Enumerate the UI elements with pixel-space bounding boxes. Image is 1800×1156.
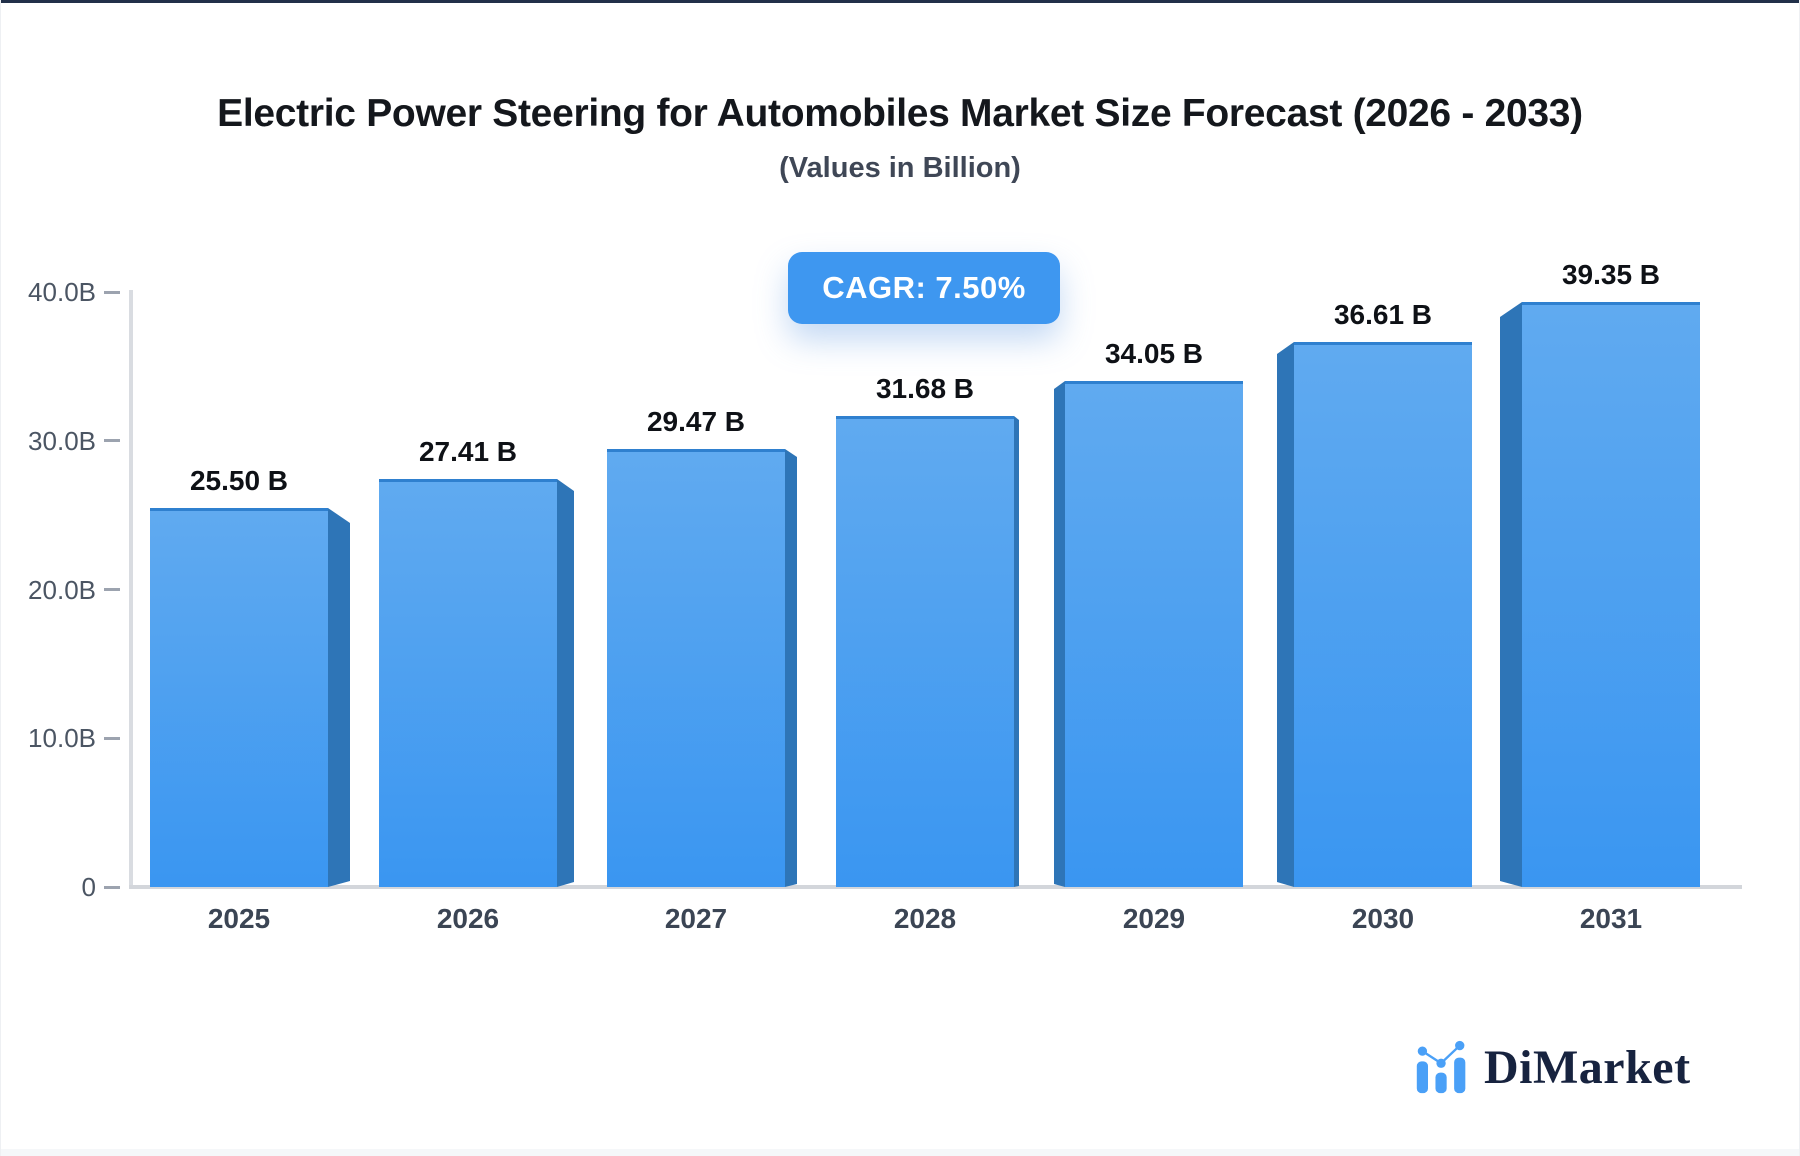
bar-side-2026 bbox=[557, 479, 574, 887]
bar-side-2029 bbox=[1054, 381, 1065, 887]
mini-bar-chart-icon bbox=[1416, 1040, 1466, 1094]
bar-2025 bbox=[150, 508, 328, 887]
x-axis-label-2029: 2029 bbox=[1122, 903, 1186, 934]
value-label-2027: 29.47 B bbox=[646, 406, 746, 437]
x-axis-label-2027: 2027 bbox=[664, 903, 728, 934]
value-label-2031: 39.35 B bbox=[1561, 259, 1661, 290]
y-axis-tick bbox=[104, 736, 120, 740]
bar-2030 bbox=[1294, 342, 1472, 887]
x-axis-label-2031: 2031 bbox=[1579, 903, 1643, 934]
brand-logo: DiMarket bbox=[1414, 1038, 1691, 1096]
value-label-2028: 31.68 B bbox=[875, 373, 975, 404]
brand-logo-text: DiMarket bbox=[1484, 1040, 1691, 1094]
y-axis-tick bbox=[104, 290, 120, 294]
y-axis-label: 0 bbox=[81, 872, 96, 902]
y-axis-tick bbox=[104, 439, 120, 443]
x-axis-baseline bbox=[129, 885, 1742, 889]
cagr-badge: CAGR: 7.50% bbox=[788, 252, 1060, 324]
chart-title: Electric Power Steering for Automobiles … bbox=[217, 92, 1583, 135]
cagr-badge-label: CAGR: 7.50% bbox=[822, 270, 1026, 305]
y-axis-label: 10.0B bbox=[28, 723, 96, 754]
bar-2028 bbox=[836, 416, 1014, 887]
bar-2027 bbox=[607, 449, 785, 887]
y-axis-line bbox=[129, 290, 133, 889]
x-axis-label-2030: 2030 bbox=[1351, 903, 1415, 934]
x-axis-label-2026: 2026 bbox=[436, 903, 500, 934]
bar-side-2027 bbox=[785, 449, 797, 887]
x-axis-label-2025: 2025 bbox=[207, 903, 271, 934]
bar-side-2030 bbox=[1277, 342, 1294, 887]
top-border bbox=[0, 0, 1800, 3]
x-axis-label-2028: 2028 bbox=[893, 903, 957, 934]
bar-2031 bbox=[1522, 302, 1700, 887]
bar-2029 bbox=[1065, 381, 1243, 887]
bar-2026 bbox=[379, 479, 557, 887]
y-axis-tick bbox=[104, 588, 120, 591]
left-border bbox=[0, 0, 1, 1156]
chart-subtitle: (Values in Billion) bbox=[779, 152, 1021, 184]
value-label-2030: 36.61 B bbox=[1333, 299, 1433, 330]
bar-side-2028 bbox=[1014, 416, 1019, 887]
value-label-2025: 25.50 B bbox=[189, 465, 289, 496]
y-axis-label: 30.0B bbox=[28, 425, 96, 456]
y-axis-label: 40.0B bbox=[28, 277, 96, 307]
bottom-border bbox=[0, 1149, 1800, 1156]
y-axis-tick bbox=[104, 885, 120, 889]
bar-side-2031 bbox=[1500, 302, 1522, 887]
value-label-2029: 34.05 B bbox=[1104, 338, 1204, 369]
value-label-2026: 27.41 B bbox=[418, 436, 518, 467]
bar-side-2025 bbox=[328, 508, 350, 887]
y-axis-label: 20.0B bbox=[28, 574, 96, 605]
